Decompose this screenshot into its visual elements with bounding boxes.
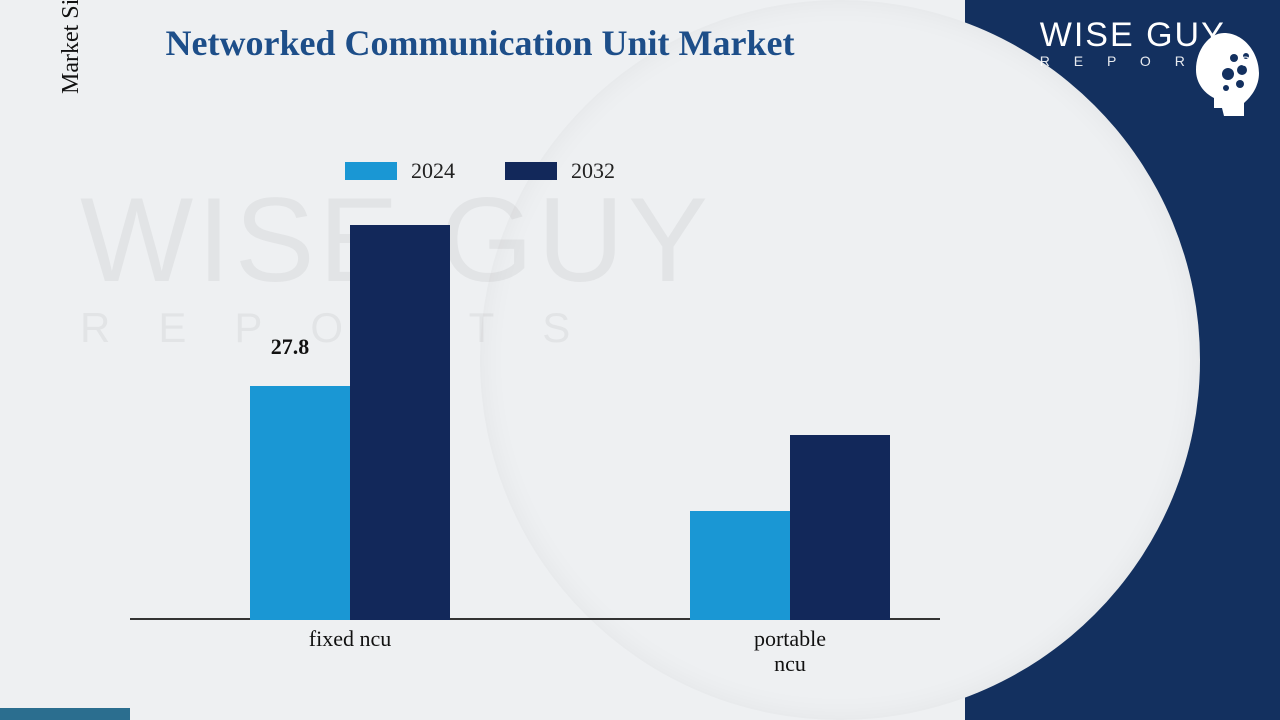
plot-area: 27.8fixed ncu portablencu: [130, 200, 940, 620]
x-axis-category-label: portablencu: [680, 620, 900, 677]
bar: [350, 225, 450, 620]
bar-group: portablencu: [680, 435, 900, 620]
legend-swatch: [505, 162, 557, 180]
legend-item: 2032: [505, 158, 615, 184]
legend-label: 2032: [571, 158, 615, 184]
bar-value-label: 27.8: [271, 334, 310, 360]
chart-title: Networked Communication Unit Market: [0, 22, 960, 64]
brand-sub: R E P O R T S: [1040, 54, 1260, 68]
legend-item: 2024: [345, 158, 455, 184]
bar-group: 27.8fixed ncu: [240, 225, 460, 620]
accent-bottom-bar: [0, 708, 130, 720]
legend: 2024 2032: [0, 158, 960, 184]
brand-head-icon: [1184, 28, 1264, 118]
y-axis-label: Market Size in USD Billion: [58, 0, 85, 180]
bar: [690, 511, 790, 620]
bar: [790, 435, 890, 620]
chart-canvas: WISE GUY REPORTS Networked Communication…: [0, 0, 1280, 720]
legend-label: 2024: [411, 158, 455, 184]
brand-logo: WISE GUY R E P O R T S: [1040, 18, 1260, 68]
bar: [250, 386, 350, 620]
x-axis-category-label: fixed ncu: [240, 620, 460, 651]
legend-swatch: [345, 162, 397, 180]
